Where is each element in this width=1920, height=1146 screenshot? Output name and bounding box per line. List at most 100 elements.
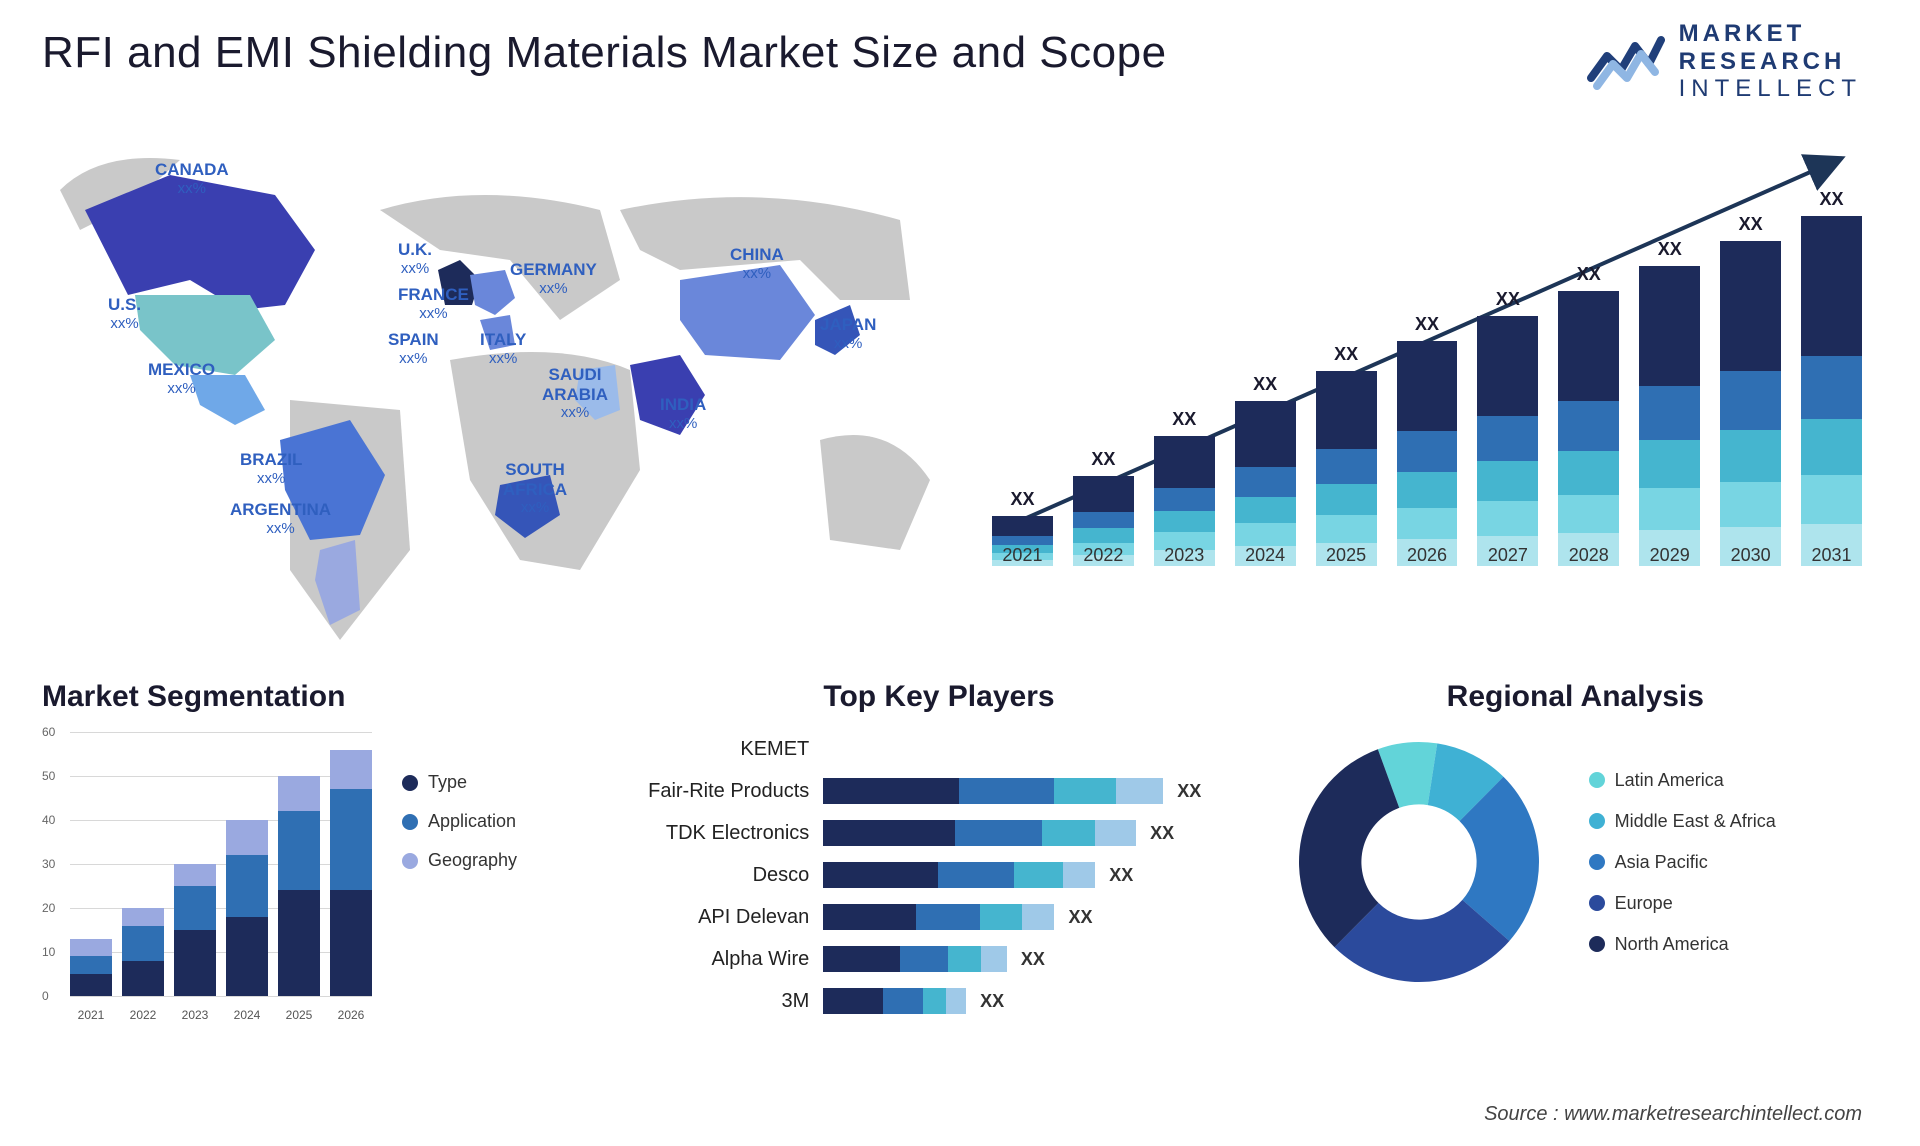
map-label: SAUDI ARABIAxx% xyxy=(530,365,620,421)
bar-value-label: XX xyxy=(1820,189,1844,210)
seg-ylabel: 50 xyxy=(42,769,55,783)
bar-value-label: XX xyxy=(1091,449,1115,470)
legend-item: Geography xyxy=(402,850,517,871)
bar-value-label: XX xyxy=(1658,239,1682,260)
main-chart-xlabel: 2025 xyxy=(1316,545,1377,566)
segmentation-title: Market Segmentation xyxy=(42,680,589,714)
bar-value-label: XX xyxy=(1253,374,1277,395)
map-label: CANADAxx% xyxy=(155,160,229,197)
main-chart-xlabel: 2021 xyxy=(992,545,1053,566)
seg-ylabel: 10 xyxy=(42,945,55,959)
seg-ylabel: 0 xyxy=(42,989,49,1003)
main-chart-bar: XX xyxy=(1316,344,1377,566)
seg-xlabel: 2021 xyxy=(70,1008,112,1022)
bar-value-label: XX xyxy=(1739,214,1763,235)
map-label: JAPANxx% xyxy=(820,315,876,352)
player-name: API Delevan xyxy=(639,906,809,929)
players-section: Top Key Players KEMETFair-Rite ProductsX… xyxy=(639,680,1238,1060)
map-label: U.K.xx% xyxy=(398,240,432,277)
legend-item: Europe xyxy=(1589,893,1776,914)
player-value: XX xyxy=(1109,865,1133,886)
legend-item: Application xyxy=(402,811,517,832)
bar-value-label: XX xyxy=(1172,409,1196,430)
logo-line1: MARKET xyxy=(1679,20,1862,48)
main-chart-bar: XX xyxy=(1801,189,1862,566)
legend-item: Middle East & Africa xyxy=(1589,811,1776,832)
seg-bar xyxy=(70,939,112,996)
map-label: ITALYxx% xyxy=(480,330,526,367)
regional-donut xyxy=(1289,732,1549,992)
legend-label: Type xyxy=(428,772,467,793)
map-label: ARGENTINAxx% xyxy=(230,500,331,537)
player-name: TDK Electronics xyxy=(639,822,809,845)
bar-value-label: XX xyxy=(1334,344,1358,365)
seg-bar xyxy=(174,864,216,996)
player-value: XX xyxy=(1068,907,1092,928)
map-label: MEXICOxx% xyxy=(148,360,215,397)
player-row: KEMET xyxy=(639,732,1238,766)
player-row: DescoXX xyxy=(639,858,1238,892)
seg-bar xyxy=(226,820,268,996)
regional-title: Regional Analysis xyxy=(1289,680,1862,714)
main-chart-bar: XX xyxy=(1720,214,1781,566)
legend-label: Geography xyxy=(428,850,517,871)
brand-logo: MARKET RESEARCH INTELLECT xyxy=(1587,20,1862,103)
main-chart-xlabel: 2023 xyxy=(1154,545,1215,566)
bar-value-label: XX xyxy=(1577,264,1601,285)
seg-xlabel: 2023 xyxy=(174,1008,216,1022)
page-title: RFI and EMI Shielding Materials Market S… xyxy=(42,28,1167,78)
segmentation-chart: 202120222023202420252026 0102030405060 xyxy=(42,732,372,1022)
main-chart-xlabel: 2026 xyxy=(1397,545,1458,566)
main-chart-xlabel: 2027 xyxy=(1477,545,1538,566)
main-chart-xlabel: 2031 xyxy=(1801,545,1862,566)
player-row: 3MXX xyxy=(639,984,1238,1018)
seg-ylabel: 20 xyxy=(42,901,55,915)
legend-item: Latin America xyxy=(1589,770,1776,791)
map-label: FRANCExx% xyxy=(398,285,469,322)
seg-xlabel: 2025 xyxy=(278,1008,320,1022)
map-label: SOUTH AFRICAxx% xyxy=(490,460,580,516)
player-row: API Delevan XX xyxy=(639,900,1238,934)
player-name: 3M xyxy=(639,990,809,1013)
seg-ylabel: 60 xyxy=(42,725,55,739)
player-name: Alpha Wire xyxy=(639,948,809,971)
world-map: CANADAxx%U.S.xx%MEXICOxx%BRAZILxx%ARGENT… xyxy=(40,120,960,640)
seg-ylabel: 40 xyxy=(42,813,55,827)
player-row: Fair-Rite ProductsXX xyxy=(639,774,1238,808)
bar-value-label: XX xyxy=(1010,489,1034,510)
legend-item: North America xyxy=(1589,934,1776,955)
main-chart-bar: XX xyxy=(1639,239,1700,566)
seg-bar xyxy=(330,750,372,996)
legend-item: Type xyxy=(402,772,517,793)
map-label: INDIAxx% xyxy=(660,395,706,432)
legend-label: Europe xyxy=(1615,893,1673,914)
regional-legend: Latin America Middle East & Africa Asia Pa… xyxy=(1589,770,1776,955)
source-attribution: Source : www.marketresearchintellect.com xyxy=(1484,1103,1862,1126)
logo-line2: RESEARCH xyxy=(1679,48,1862,76)
legend-item: Asia Pacific xyxy=(1589,852,1776,873)
seg-xlabel: 2024 xyxy=(226,1008,268,1022)
player-value: XX xyxy=(1021,949,1045,970)
main-chart-xlabel: 2024 xyxy=(1235,545,1296,566)
main-chart-xlabel: 2030 xyxy=(1720,545,1781,566)
player-value: XX xyxy=(1150,823,1174,844)
map-label: U.S.xx% xyxy=(108,295,141,332)
player-value: XX xyxy=(1177,781,1201,802)
legend-label: Application xyxy=(428,811,516,832)
map-label: GERMANYxx% xyxy=(510,260,597,297)
regional-section: Regional Analysis Latin America Middle Ea… xyxy=(1289,680,1862,1060)
bar-value-label: XX xyxy=(1415,314,1439,335)
seg-bar xyxy=(122,908,164,996)
segmentation-section: Market Segmentation 2021 2022 2023 2024 2025… xyxy=(42,680,589,1060)
player-row: Alpha Wire XX xyxy=(639,942,1238,976)
legend-label: Asia Pacific xyxy=(1615,852,1708,873)
seg-ylabel: 30 xyxy=(42,857,55,871)
logo-icon xyxy=(1587,30,1665,92)
map-label: SPAINxx% xyxy=(388,330,439,367)
bar-value-label: XX xyxy=(1496,289,1520,310)
seg-xlabel: 2022 xyxy=(122,1008,164,1022)
legend-label: Latin America xyxy=(1615,770,1724,791)
legend-label: Middle East & Africa xyxy=(1615,811,1776,832)
main-chart-bar: XX xyxy=(1235,374,1296,566)
seg-xlabel: 2026 xyxy=(330,1008,372,1022)
